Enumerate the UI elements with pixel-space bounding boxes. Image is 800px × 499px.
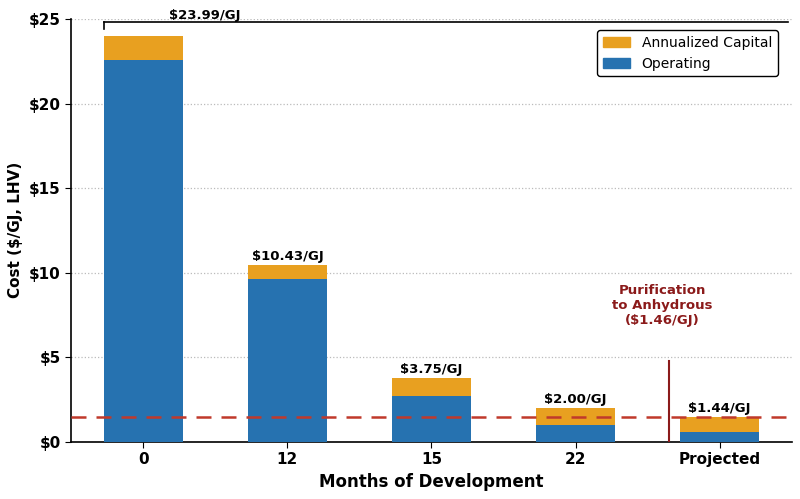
Bar — [392, 378, 471, 396]
Bar — [680, 432, 759, 442]
Text: $2.00/GJ: $2.00/GJ — [544, 393, 607, 406]
Bar — [248, 265, 327, 279]
Bar — [536, 425, 615, 442]
Bar — [680, 417, 759, 432]
Text: $23.99/GJ: $23.99/GJ — [170, 8, 241, 21]
Legend: Annualized Capital, Operating: Annualized Capital, Operating — [597, 30, 778, 76]
Bar — [392, 396, 471, 442]
Bar — [104, 59, 183, 442]
Text: $1.44/GJ: $1.44/GJ — [688, 402, 751, 415]
X-axis label: Months of Development: Months of Development — [319, 473, 544, 491]
Bar — [248, 279, 327, 442]
Text: Purification
to Anhydrous
($1.46/GJ): Purification to Anhydrous ($1.46/GJ) — [612, 284, 712, 327]
Text: $10.43/GJ: $10.43/GJ — [251, 250, 323, 263]
Bar — [536, 408, 615, 425]
Bar — [104, 36, 183, 59]
Text: $3.75/GJ: $3.75/GJ — [400, 363, 462, 376]
Y-axis label: Cost ($/GJ, LHV): Cost ($/GJ, LHV) — [8, 162, 23, 298]
